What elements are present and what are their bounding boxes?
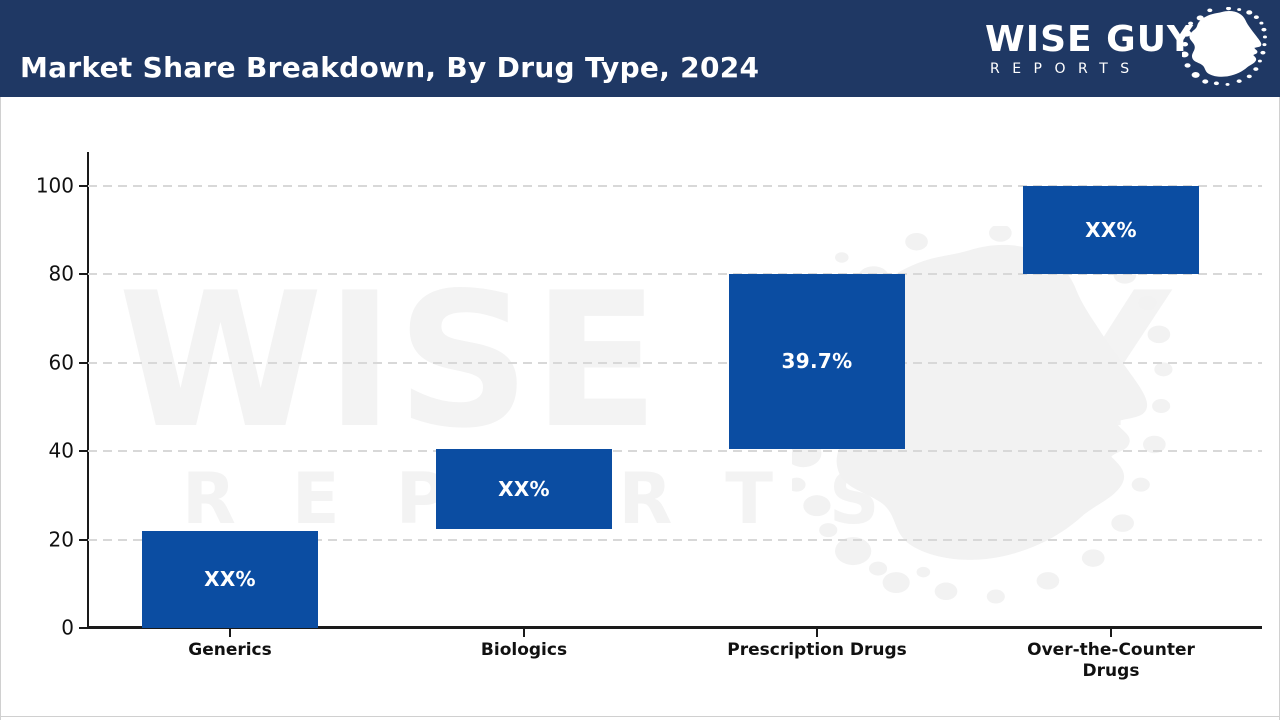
x-tick-mark (1110, 629, 1112, 637)
chart-title: Market Share Breakdown, By Drug Type, 20… (20, 50, 760, 84)
bar-value-label: XX% (204, 567, 256, 592)
brand-face-icon (1182, 7, 1267, 86)
bar-biologics: XX% (436, 448, 612, 529)
gridline-100 (88, 185, 1262, 187)
y-tick-mark (79, 273, 88, 276)
y-tick-mark (79, 185, 88, 187)
bar-generics: XX% (142, 530, 318, 628)
gridline-20 (88, 538, 1262, 541)
y-tick-label: 80 (48, 261, 74, 286)
bar-value-label: XX% (498, 476, 550, 501)
bottom-border (0, 716, 1280, 717)
x-tick-mark (229, 629, 231, 637)
y-axis (87, 152, 89, 629)
gridline-80 (88, 273, 1262, 276)
y-tick-label: 0 (61, 615, 74, 640)
y-tick-label: 60 (48, 350, 74, 375)
x-category-label: Prescription Drugs (727, 640, 907, 660)
x-tick-mark (816, 629, 818, 637)
y-tick-mark (79, 538, 88, 541)
gridline-60 (88, 361, 1262, 364)
left-border (0, 97, 1, 720)
y-tick-label: 40 (48, 438, 74, 463)
brand-subname: REPORTS (989, 61, 1142, 78)
x-category-label: Biologics (480, 640, 568, 660)
y-tick-mark (79, 627, 88, 629)
x-category-label: Generics (188, 640, 272, 660)
x-tick-mark (523, 629, 525, 637)
y-tick-label: 20 (48, 527, 74, 552)
gridline-40 (88, 450, 1262, 453)
bar-value-label: 39.7% (781, 349, 853, 374)
x-axis (87, 626, 1262, 629)
y-tick-mark (79, 450, 88, 453)
bar-value-label: XX% (1085, 217, 1137, 242)
header: Market Share Breakdown, By Drug Type, 20… (0, 0, 1280, 97)
y-tick-mark (79, 361, 88, 364)
x-category-label: Over-the-Counter Drugs (1027, 640, 1195, 682)
brand-name: WISE GUY (984, 18, 1194, 60)
y-tick-label: 100 (35, 173, 74, 198)
brand-text: WISE GUY REPORTS (984, 18, 1194, 78)
bar-prescription-drugs: 39.7% (729, 273, 905, 449)
bar-over-the-counter-drugs: XX% (1023, 186, 1199, 274)
brand-logo: WISE GUY REPORTS (985, 4, 1268, 94)
